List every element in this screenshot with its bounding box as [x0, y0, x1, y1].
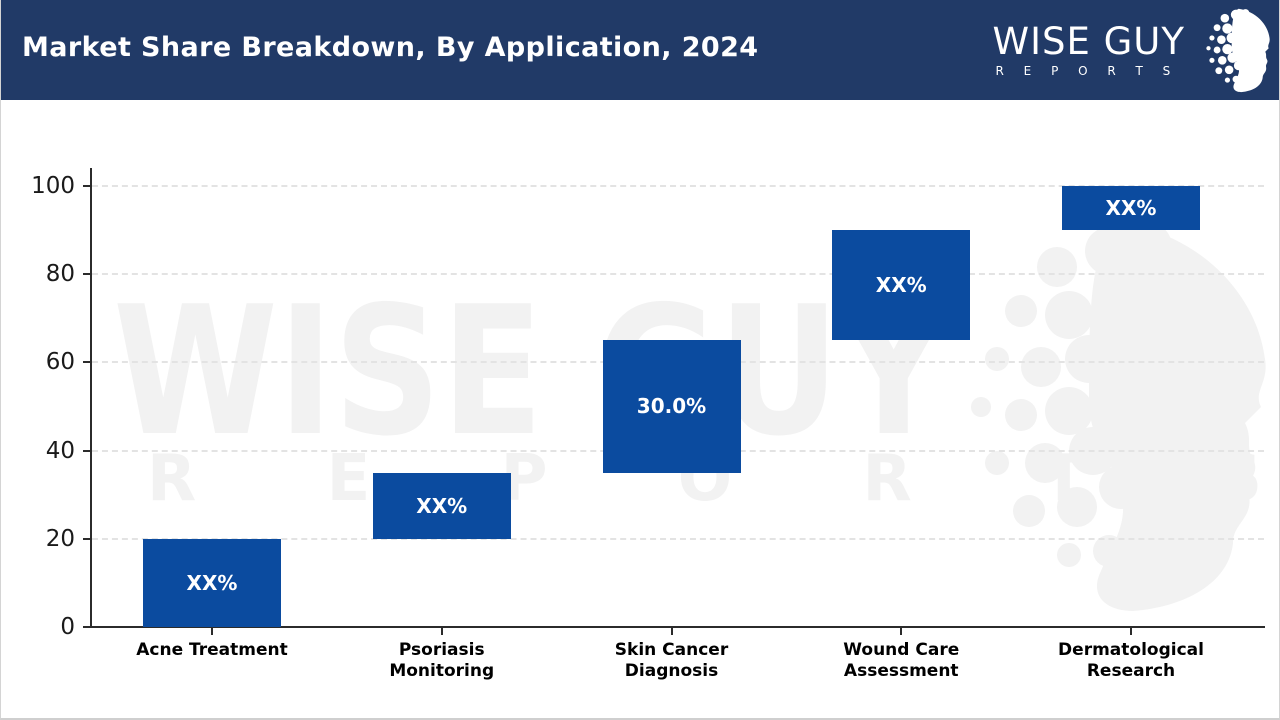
bar-1: XX% — [143, 538, 281, 627]
gridline-y-100 — [92, 185, 1264, 187]
bar-value-label: 30.0% — [636, 394, 707, 419]
y-tick-label: 0 — [60, 614, 75, 640]
y-tick-40 — [83, 449, 91, 452]
y-tick-60 — [83, 361, 91, 364]
x-tick-4 — [900, 628, 903, 635]
y-tick-20 — [83, 537, 91, 540]
gridline-y-20 — [92, 537, 1264, 540]
y-tick-label: 80 — [45, 261, 75, 288]
bar-value-label: XX% — [186, 570, 238, 595]
y-tick-label: 60 — [45, 349, 75, 376]
logo-subtext: R E P O R T S — [995, 63, 1179, 78]
bar-5: XX% — [1062, 186, 1200, 231]
bar-2: XX% — [372, 472, 511, 539]
header-band: Market Share Breakdown, By Application, … — [1, 0, 1279, 100]
y-tick-80 — [83, 273, 91, 276]
logo-head-icon — [1206, 8, 1270, 93]
x-tick-1 — [211, 628, 213, 635]
x-tick-5 — [1130, 628, 1132, 635]
x-axis-line — [90, 626, 1265, 628]
x-tick-3 — [670, 628, 673, 635]
x-category-label: Wound Care Assessment — [843, 640, 960, 681]
y-tick-label: 20 — [45, 525, 75, 552]
page-title: Market Share Breakdown, By Application, … — [22, 31, 759, 63]
y-tick-100 — [83, 185, 91, 187]
bar-3: 30.0% — [602, 340, 741, 473]
y-axis-line — [90, 168, 92, 627]
x-category-label: Skin Cancer Diagnosis — [614, 640, 729, 681]
y-tick-label: 40 — [45, 437, 75, 464]
x-category-label: Dermatological Research — [1058, 640, 1204, 681]
y-tick-0 — [83, 626, 91, 628]
logo-text: WISE GUY R E P O R T S — [993, 23, 1185, 78]
gridline-y-80 — [92, 273, 1264, 276]
bar-4: XX% — [832, 230, 971, 341]
logo-wordmark: WISE GUY — [992, 19, 1185, 63]
x-category-label: Acne Treatment — [136, 640, 288, 660]
x-category-label: Psoriasis Monitoring — [389, 640, 495, 681]
bar-value-label: XX% — [1105, 196, 1157, 221]
x-tick-2 — [440, 628, 443, 635]
wise-guy-reports-logo: WISE GUY R E P O R T S — [993, 4, 1273, 96]
y-tick-label: 100 — [31, 173, 75, 199]
bar-value-label: XX% — [416, 493, 468, 518]
bar-value-label: XX% — [875, 273, 927, 298]
